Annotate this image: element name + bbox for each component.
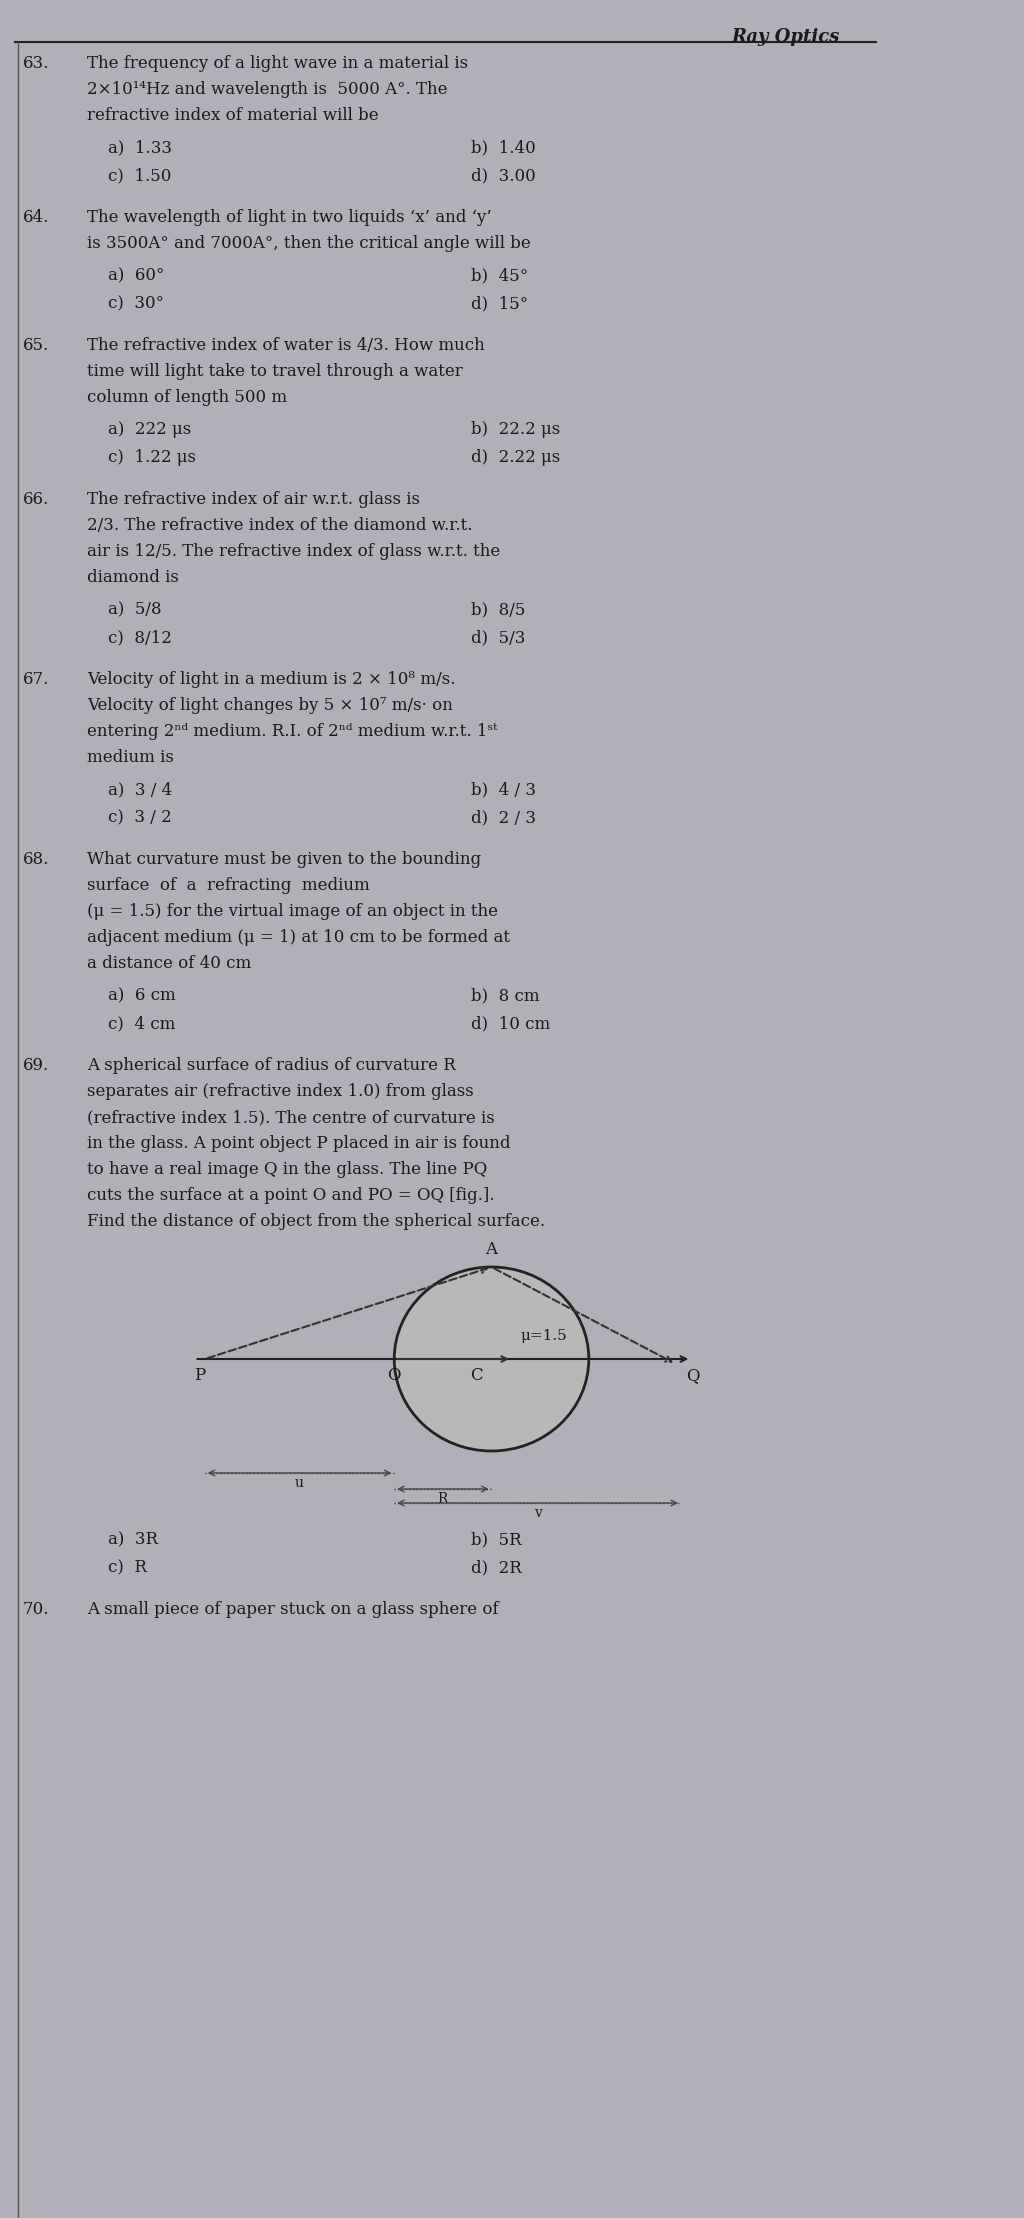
Text: (μ = 1.5) for the virtual image of an object in the: (μ = 1.5) for the virtual image of an ob… bbox=[87, 903, 498, 920]
Text: d)  5/3: d) 5/3 bbox=[471, 630, 525, 645]
Text: Ray Optics: Ray Optics bbox=[731, 29, 840, 47]
Text: (refractive index 1.5). The centre of curvature is: (refractive index 1.5). The centre of cu… bbox=[87, 1109, 495, 1127]
Text: d)  2R: d) 2R bbox=[471, 1559, 522, 1577]
Text: Find the distance of object from the spherical surface.: Find the distance of object from the sph… bbox=[87, 1213, 545, 1231]
Text: O: O bbox=[387, 1366, 401, 1384]
Text: C: C bbox=[470, 1366, 482, 1384]
Text: a)  6 cm: a) 6 cm bbox=[108, 987, 175, 1005]
Text: d)  10 cm: d) 10 cm bbox=[471, 1016, 550, 1031]
Text: b)  45°: b) 45° bbox=[471, 266, 528, 284]
Text: 63.: 63. bbox=[23, 55, 49, 71]
Ellipse shape bbox=[394, 1266, 589, 1451]
Text: d)  3.00: d) 3.00 bbox=[471, 166, 536, 184]
Text: a)  222 μs: a) 222 μs bbox=[108, 421, 190, 437]
Text: separates air (refractive index 1.0) from glass: separates air (refractive index 1.0) fro… bbox=[87, 1082, 474, 1100]
Text: a)  3 / 4: a) 3 / 4 bbox=[108, 781, 172, 798]
Text: Velocity of light changes by 5 × 10⁷ m/s· on: Velocity of light changes by 5 × 10⁷ m/s… bbox=[87, 696, 453, 714]
Text: 70.: 70. bbox=[23, 1601, 49, 1617]
Text: A small piece of paper stuck on a glass sphere of: A small piece of paper stuck on a glass … bbox=[87, 1601, 499, 1617]
Text: adjacent medium (μ = 1) at 10 cm to be formed at: adjacent medium (μ = 1) at 10 cm to be f… bbox=[87, 929, 510, 947]
Text: c)  R: c) R bbox=[108, 1559, 146, 1577]
Text: a)  1.33: a) 1.33 bbox=[108, 140, 171, 155]
Text: column of length 500 m: column of length 500 m bbox=[87, 388, 287, 406]
Text: Q: Q bbox=[686, 1366, 699, 1384]
Text: μ=1.5: μ=1.5 bbox=[520, 1329, 567, 1344]
Text: a)  60°: a) 60° bbox=[108, 266, 164, 284]
Text: a)  3R: a) 3R bbox=[108, 1530, 158, 1548]
Text: The refractive index of water is 4/3. How much: The refractive index of water is 4/3. Ho… bbox=[87, 337, 484, 355]
Text: R: R bbox=[437, 1493, 447, 1506]
Text: air is 12/5. The refractive index of glass w.r.t. the: air is 12/5. The refractive index of gla… bbox=[87, 543, 501, 559]
Text: 68.: 68. bbox=[23, 852, 49, 867]
Text: a)  5/8: a) 5/8 bbox=[108, 601, 161, 619]
Text: c)  1.22 μs: c) 1.22 μs bbox=[108, 448, 196, 466]
Text: in the glass. A point object P placed in air is found: in the glass. A point object P placed in… bbox=[87, 1136, 511, 1151]
Text: entering 2ⁿᵈ medium. R.I. of 2ⁿᵈ medium w.r.t. 1ˢᵗ: entering 2ⁿᵈ medium. R.I. of 2ⁿᵈ medium … bbox=[87, 723, 498, 741]
Text: c)  3 / 2: c) 3 / 2 bbox=[108, 810, 171, 825]
Text: b)  4 / 3: b) 4 / 3 bbox=[471, 781, 536, 798]
Text: A: A bbox=[485, 1242, 498, 1258]
Text: b)  8/5: b) 8/5 bbox=[471, 601, 525, 619]
Text: refractive index of material will be: refractive index of material will be bbox=[87, 106, 379, 124]
Text: b)  8 cm: b) 8 cm bbox=[471, 987, 540, 1005]
Text: a distance of 40 cm: a distance of 40 cm bbox=[87, 956, 251, 971]
Text: d)  2.22 μs: d) 2.22 μs bbox=[471, 448, 560, 466]
Text: A spherical surface of radius of curvature R: A spherical surface of radius of curvatu… bbox=[87, 1058, 456, 1074]
Text: c)  4 cm: c) 4 cm bbox=[108, 1016, 175, 1031]
Text: c)  30°: c) 30° bbox=[108, 295, 164, 313]
Text: u: u bbox=[295, 1475, 303, 1490]
Text: surface  of  a  refracting  medium: surface of a refracting medium bbox=[87, 876, 370, 894]
Text: 69.: 69. bbox=[23, 1058, 49, 1074]
Text: v: v bbox=[534, 1506, 542, 1519]
Text: 64.: 64. bbox=[23, 208, 49, 226]
Text: is 3500A° and 7000A°, then the critical angle will be: is 3500A° and 7000A°, then the critical … bbox=[87, 235, 530, 253]
Text: The frequency of a light wave in a material is: The frequency of a light wave in a mater… bbox=[87, 55, 468, 71]
Text: P: P bbox=[195, 1366, 205, 1384]
Text: 66.: 66. bbox=[23, 490, 49, 508]
Text: 67.: 67. bbox=[23, 672, 49, 688]
Text: c)  8/12: c) 8/12 bbox=[108, 630, 171, 645]
Text: 2/3. The refractive index of the diamond w.r.t.: 2/3. The refractive index of the diamond… bbox=[87, 517, 472, 535]
Text: c)  1.50: c) 1.50 bbox=[108, 166, 171, 184]
Text: medium is: medium is bbox=[87, 750, 174, 765]
Text: The wavelength of light in two liquids ‘x’ and ‘y’: The wavelength of light in two liquids ‘… bbox=[87, 208, 492, 226]
Text: d)  2 / 3: d) 2 / 3 bbox=[471, 810, 536, 825]
Text: b)  5R: b) 5R bbox=[471, 1530, 521, 1548]
Text: diamond is: diamond is bbox=[87, 570, 179, 586]
Text: 65.: 65. bbox=[23, 337, 49, 355]
Text: b)  1.40: b) 1.40 bbox=[471, 140, 536, 155]
Text: What curvature must be given to the bounding: What curvature must be given to the boun… bbox=[87, 852, 481, 867]
Text: time will light take to travel through a water: time will light take to travel through a… bbox=[87, 364, 463, 379]
Text: Velocity of light in a medium is 2 × 10⁸ m/s.: Velocity of light in a medium is 2 × 10⁸… bbox=[87, 672, 456, 688]
Text: 2×10¹⁴Hz and wavelength is  5000 A°. The: 2×10¹⁴Hz and wavelength is 5000 A°. The bbox=[87, 82, 447, 98]
Text: The refractive index of air w.r.t. glass is: The refractive index of air w.r.t. glass… bbox=[87, 490, 420, 508]
Text: cuts the surface at a point O and PO = OQ [fig.].: cuts the surface at a point O and PO = O… bbox=[87, 1187, 495, 1204]
Text: to have a real image Q in the glass. The line PQ: to have a real image Q in the glass. The… bbox=[87, 1160, 487, 1178]
Text: b)  22.2 μs: b) 22.2 μs bbox=[471, 421, 560, 437]
Text: d)  15°: d) 15° bbox=[471, 295, 528, 313]
